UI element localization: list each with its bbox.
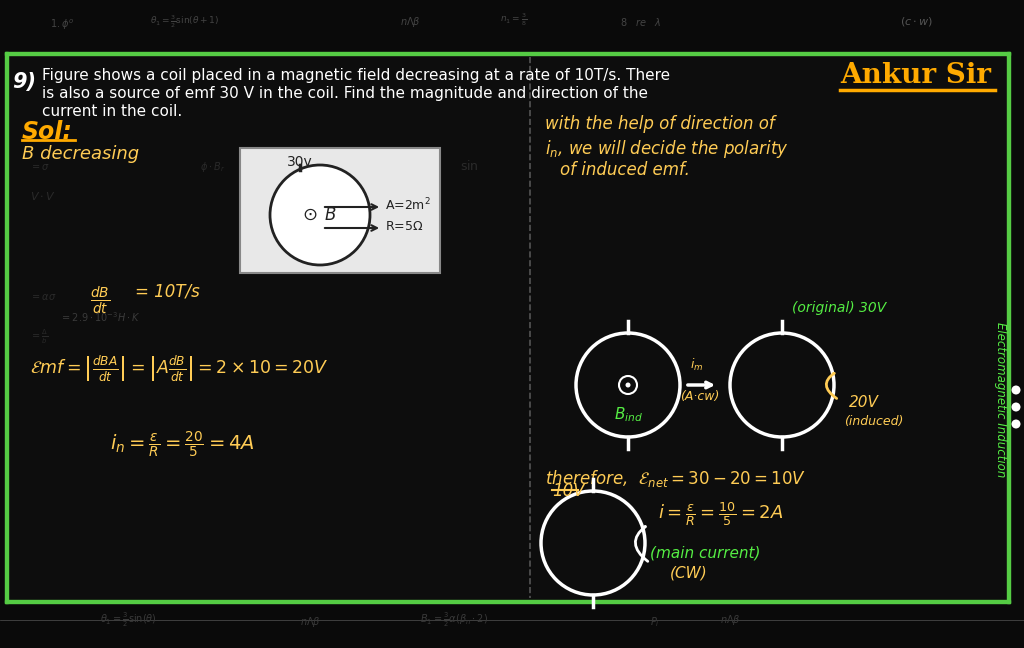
Text: (induced): (induced) (844, 415, 903, 428)
Text: 20V: 20V (849, 395, 879, 410)
Text: $n \Lambda \beta$: $n \Lambda \beta$ (300, 615, 321, 629)
Circle shape (270, 165, 370, 265)
Text: is also a source of emf 30 V in the coil. Find the magnitude and direction of th: is also a source of emf 30 V in the coil… (42, 86, 648, 101)
Text: 30v: 30v (287, 155, 313, 169)
FancyArrowPatch shape (635, 527, 648, 561)
Bar (8, 55, 1007, 600)
Text: $i_m$: $i_m$ (690, 357, 703, 373)
Text: $i_n$, we will decide the polarity: $i_n$, we will decide the polarity (545, 138, 788, 160)
Text: $V \cdot V$: $V \cdot V$ (30, 190, 55, 202)
Text: (main current): (main current) (650, 545, 761, 560)
Text: $n \Lambda \beta$: $n \Lambda \beta$ (720, 613, 740, 627)
Text: $B_{ind}$: $B_{ind}$ (613, 405, 642, 424)
Text: $= \sigma$: $= \sigma$ (30, 162, 50, 172)
Text: $1.\phi^o$: $1.\phi^o$ (50, 17, 74, 32)
Text: $i = \frac{\varepsilon}{R} = \frac{10}{5} = 2A$: $i = \frac{\varepsilon}{R} = \frac{10}{5… (658, 500, 783, 528)
Bar (5, 52, 1010, 55)
Circle shape (1012, 386, 1021, 395)
Text: = 10T/s: = 10T/s (135, 282, 200, 300)
Text: R=5$\Omega$: R=5$\Omega$ (385, 220, 423, 233)
Text: $\sin$: $\sin$ (460, 159, 479, 173)
Text: $\theta_1 = \frac{3}{2} \sin(\theta)$: $\theta_1 = \frac{3}{2} \sin(\theta)$ (100, 611, 157, 629)
Bar (1007, 52, 1010, 603)
Text: $= \alpha \sigma$: $= \alpha \sigma$ (30, 292, 56, 302)
Text: Sol:: Sol: (22, 120, 73, 144)
Text: $= \frac{\Delta}{b}$: $= \frac{\Delta}{b}$ (30, 328, 48, 346)
Text: Electromagnetic Induction: Electromagnetic Induction (993, 322, 1007, 478)
Text: $\theta_1 = \frac{3}{2} \sin(\theta+1)$: $\theta_1 = \frac{3}{2} \sin(\theta+1)$ (150, 14, 219, 30)
Text: therefore,  $\mathcal{E}_{net} = 30-20=10V$: therefore, $\mathcal{E}_{net} = 30-20=10… (545, 468, 806, 489)
Text: $n_1 = \frac{3}{8}$: $n_1 = \frac{3}{8}$ (500, 12, 527, 29)
Text: ⊙: ⊙ (302, 206, 317, 224)
Text: B decreasing: B decreasing (22, 145, 139, 163)
Bar (5, 52, 8, 603)
Text: (CW): (CW) (670, 565, 708, 580)
Text: current in the coil.: current in the coil. (42, 104, 182, 119)
Text: with the help of direction of: with the help of direction of (545, 115, 775, 133)
Text: 9): 9) (12, 72, 36, 92)
Text: $B_1 = \frac{3}{2}\alpha(\beta_n \cdot 2)$: $B_1 = \frac{3}{2}\alpha(\beta_n \cdot 2… (420, 611, 488, 629)
Text: $\phi \cdot B_r$: $\phi \cdot B_r$ (200, 160, 225, 174)
Text: of induced emf.: of induced emf. (560, 161, 690, 179)
Circle shape (1012, 419, 1021, 428)
Text: 10V: 10V (552, 482, 585, 500)
Text: $= 2.9 \cdot 10^{-3} H \cdot K$: $= 2.9 \cdot 10^{-3} H \cdot K$ (60, 310, 140, 324)
Circle shape (1012, 402, 1021, 411)
Bar (0, 0, 1024, 52)
Circle shape (626, 382, 631, 388)
Text: $8$   $re$   $\lambda$: $8$ $re$ $\lambda$ (620, 16, 662, 28)
Text: Figure shows a coil placed in a magnetic field decreasing at a rate of 10T/s. Th: Figure shows a coil placed in a magnetic… (42, 68, 670, 83)
Bar (240, 148, 440, 273)
Text: $n \Lambda \beta$: $n \Lambda \beta$ (400, 15, 421, 29)
Text: B: B (325, 206, 336, 224)
Text: $P_i$: $P_i$ (650, 615, 659, 629)
Text: A=2m$^2$: A=2m$^2$ (385, 197, 431, 213)
Text: $i_n = \frac{\varepsilon}{R} = \frac{20}{5} = 4A$: $i_n = \frac{\varepsilon}{R} = \frac{20}… (110, 430, 255, 460)
Bar (5, 600, 1010, 603)
Text: $\frac{dB}{dt}$: $\frac{dB}{dt}$ (90, 285, 110, 317)
Bar (0, 603, 1024, 648)
Text: $\mathcal{E}mf = \left|\frac{dBA}{dt}\right| = \left|A\frac{dB}{dt}\right| = 2\t: $\mathcal{E}mf = \left|\frac{dBA}{dt}\ri… (30, 355, 329, 384)
Text: (A·cw): (A·cw) (680, 390, 720, 403)
FancyArrowPatch shape (826, 373, 837, 399)
Text: (original) 30V: (original) 30V (792, 301, 886, 315)
Text: Ankur Sir: Ankur Sir (840, 62, 991, 89)
Text: $(c \cdot w)$: $(c \cdot w)$ (900, 16, 933, 29)
